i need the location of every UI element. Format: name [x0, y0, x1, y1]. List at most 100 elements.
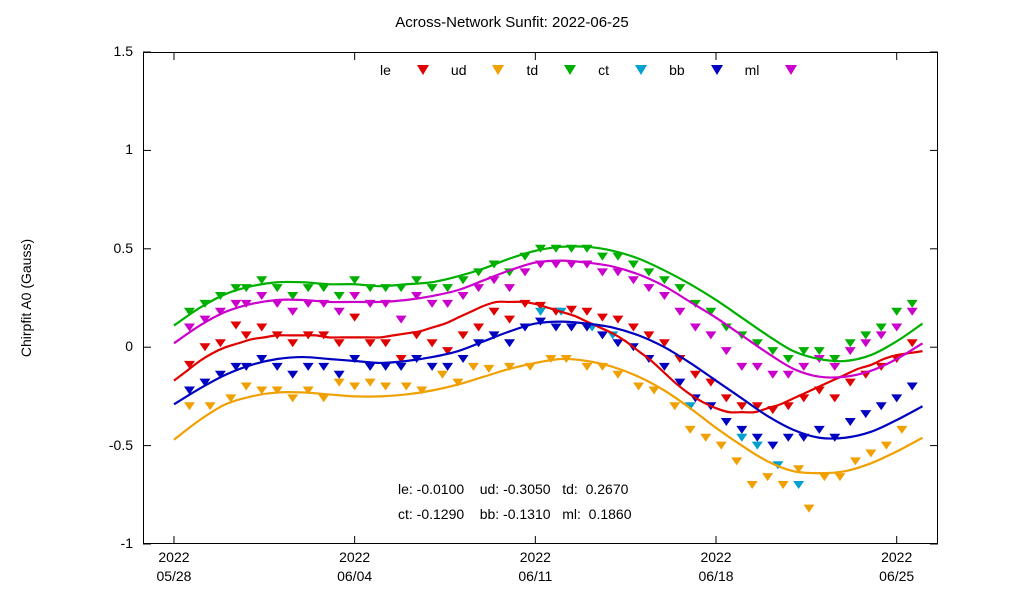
data-point-td: [302, 284, 314, 293]
data-point-le: [720, 394, 732, 403]
data-point-bb: [596, 331, 608, 340]
series-line-td: [173, 245, 924, 363]
data-point-bb: [906, 382, 918, 391]
data-point-ml: [395, 315, 407, 324]
data-point-le: [612, 315, 624, 324]
data-point-ud: [818, 473, 830, 482]
data-point-ml: [271, 299, 283, 308]
data-point-ml: [550, 260, 562, 269]
data-point-ud: [581, 362, 593, 371]
data-point-bb: [395, 362, 407, 371]
data-point-le: [318, 331, 330, 340]
annotation-line-2: ct: -0.1290 bb: -0.1310 ml: 0.1860: [398, 506, 632, 522]
data-point-td: [596, 252, 608, 261]
data-point-td: [751, 339, 763, 348]
data-point-ml: [891, 323, 903, 332]
data-point-bb: [875, 402, 887, 411]
data-point-ud: [256, 386, 268, 395]
data-point-ml: [504, 284, 516, 293]
data-point-td: [875, 323, 887, 332]
data-point-ud: [633, 382, 645, 391]
y-tick-label: 1.5: [113, 43, 133, 59]
data-point-ud: [746, 480, 758, 489]
legend-entry-ud[interactable]: ud: [451, 62, 527, 78]
data-point-le: [565, 305, 577, 314]
data-point-ud: [896, 425, 908, 434]
data-point-td: [230, 284, 242, 293]
data-point-bb: [674, 378, 686, 387]
data-point-td: [457, 276, 469, 285]
plot-area: [143, 52, 938, 544]
data-point-ud: [834, 473, 846, 482]
x-tick-date: 06/18: [698, 568, 734, 584]
data-point-bb: [426, 362, 438, 371]
y-tick-label: 0.5: [113, 239, 133, 256]
data-point-ud: [669, 402, 681, 411]
legend-entry-ct[interactable]: ct: [598, 62, 669, 78]
y-tick-label: 1: [125, 141, 133, 158]
x-tick-year: 2022: [519, 549, 551, 565]
x-tick-date: 05/28: [156, 568, 192, 584]
data-point-ml: [473, 284, 485, 293]
data-point-ct: [684, 402, 696, 411]
legend-marker-ct-icon: [635, 65, 648, 75]
data-point-ud: [715, 441, 727, 450]
data-point-ud: [793, 465, 805, 474]
data-point-ml: [333, 307, 345, 316]
data-point-ct: [751, 441, 763, 450]
data-point-ml: [674, 307, 686, 316]
data-point-td: [829, 355, 841, 364]
legend-label-td: td: [526, 62, 539, 78]
data-point-td: [271, 284, 283, 293]
legend-entry-bb[interactable]: bb: [669, 62, 745, 78]
data-point-ml: [256, 292, 268, 301]
data-point-le: [230, 321, 242, 330]
legend-label-bb: bb: [669, 62, 685, 78]
data-point-ud: [183, 402, 195, 411]
data-point-ml: [658, 292, 670, 301]
data-point-ud: [762, 473, 774, 482]
data-point-bb: [504, 339, 516, 348]
chart-legend: le ud td ct bb ml: [380, 62, 819, 78]
data-point-td: [395, 284, 407, 293]
data-point-ud: [504, 362, 516, 371]
data-point-bb: [565, 323, 577, 332]
legend-entry-le[interactable]: le: [380, 62, 451, 78]
data-point-bb: [767, 441, 779, 450]
data-point-bb: [658, 362, 670, 371]
data-point-le: [596, 313, 608, 322]
legend-entry-td[interactable]: td: [526, 62, 598, 78]
data-point-bb: [488, 331, 500, 340]
data-point-td: [844, 339, 856, 348]
data-point-bb: [535, 317, 546, 326]
legend-entry-ml[interactable]: ml: [745, 62, 820, 78]
data-point-bb: [736, 425, 748, 434]
data-point-le: [504, 315, 516, 324]
x-tick-year: 2022: [158, 549, 190, 565]
data-point-le: [183, 360, 195, 369]
data-point-ml: [829, 362, 841, 371]
data-point-ml: [519, 268, 531, 277]
data-point-td: [674, 284, 686, 293]
data-point-ml: [767, 370, 779, 379]
data-point-le: [829, 394, 841, 403]
data-point-ml: [349, 292, 361, 301]
data-point-ml: [214, 307, 226, 316]
series-line-bb: [173, 320, 924, 440]
data-point-ud: [204, 402, 216, 411]
data-point-bb: [891, 394, 903, 403]
x-tick-date: 06/04: [337, 568, 373, 584]
data-point-td: [333, 292, 345, 301]
data-point-td: [705, 307, 717, 316]
data-point-ud: [880, 441, 892, 450]
data-point-le: [581, 307, 593, 316]
annotation-line-1: le: -0.0100 ud: -0.3050 td: 0.2670: [398, 481, 629, 497]
data-point-le: [199, 343, 211, 352]
x-tick-year: 2022: [339, 549, 371, 565]
data-point-ml: [643, 284, 655, 293]
x-tick-label: 2022 06/11: [485, 548, 585, 586]
data-point-bb: [581, 323, 593, 332]
data-point-ud: [700, 433, 712, 442]
data-point-le: [333, 339, 345, 348]
